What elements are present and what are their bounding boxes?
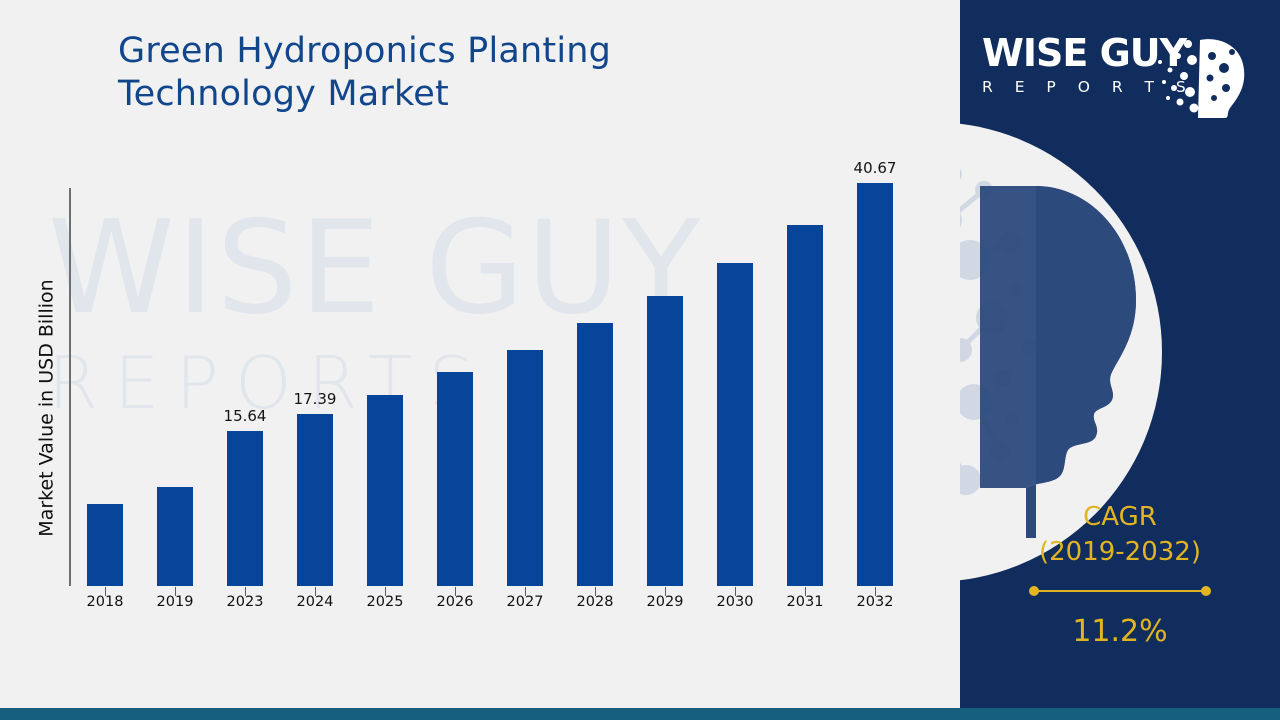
cagr-divider bbox=[1029, 586, 1211, 597]
x-axis-tick-label: 2030 bbox=[716, 594, 754, 610]
x-axis-tick bbox=[455, 587, 456, 596]
bar-slot: 17.39 bbox=[280, 150, 350, 586]
x-axis-tick bbox=[875, 587, 876, 596]
bar-slot bbox=[140, 150, 210, 586]
x-axis-tick-label: 2029 bbox=[646, 594, 684, 610]
bar-value-label: 15.64 bbox=[223, 407, 267, 425]
x-axis-tick bbox=[805, 587, 806, 596]
x-axis-tick-label: 2024 bbox=[296, 594, 334, 610]
chart-title-line-1: Green Hydroponics Planting bbox=[118, 31, 612, 71]
x-axis-tick bbox=[315, 587, 316, 596]
bar bbox=[507, 350, 543, 586]
x-axis-tick bbox=[175, 587, 176, 596]
bar bbox=[857, 183, 893, 586]
x-axis-tick bbox=[735, 587, 736, 596]
bar bbox=[157, 487, 193, 586]
logo-particle-head-icon bbox=[1158, 39, 1245, 119]
cagr-block: CAGR (2019-2032) 11.2% bbox=[960, 500, 1280, 649]
x-axis-tick-label: 2025 bbox=[366, 594, 404, 610]
x-axis-tick bbox=[525, 587, 526, 596]
x-axis-tick bbox=[665, 587, 666, 596]
cagr-title-line-1: CAGR bbox=[1083, 502, 1157, 532]
x-axis-tick-label: 2018 bbox=[86, 594, 124, 610]
bar bbox=[367, 395, 403, 586]
bar-slot bbox=[420, 150, 490, 586]
bar bbox=[297, 414, 333, 586]
bar bbox=[717, 263, 753, 586]
chart-title-line-2: Technology Market bbox=[118, 73, 449, 114]
logo-subtitle: R E P O R T S bbox=[982, 78, 1195, 96]
bar-slot bbox=[350, 150, 420, 586]
divider-dot-right bbox=[1201, 586, 1211, 597]
chart-panel: WISE GUY REPORTS Green Hydroponics Plant… bbox=[32, 30, 920, 610]
footer-strip bbox=[0, 708, 1280, 720]
chart-title: Green Hydroponics Planting Technology Ma… bbox=[118, 30, 878, 115]
x-axis-tick-label: 2028 bbox=[576, 594, 614, 610]
bar bbox=[577, 323, 613, 586]
bar bbox=[87, 504, 123, 586]
bar bbox=[787, 225, 823, 586]
y-axis-label: Market Value in USD Billion bbox=[32, 238, 62, 578]
bar bbox=[437, 372, 473, 586]
bar-slot bbox=[560, 150, 630, 586]
bar-value-label: 40.67 bbox=[853, 159, 897, 177]
divider-line bbox=[1034, 590, 1206, 593]
bar-slot: 40.67 bbox=[840, 150, 910, 586]
bar-slot bbox=[630, 150, 700, 586]
x-axis-tick bbox=[245, 587, 246, 596]
x-axis-tick-label: 2026 bbox=[436, 594, 474, 610]
bar-slot bbox=[770, 150, 840, 586]
y-axis-line bbox=[69, 188, 71, 586]
bar-slot bbox=[70, 150, 140, 586]
bar bbox=[227, 431, 263, 586]
cagr-value: 11.2% bbox=[1072, 614, 1168, 650]
head-silhouette-graphic bbox=[960, 168, 1136, 538]
bar-slot bbox=[700, 150, 770, 586]
brand-panel: WISE GUY R E P O R T S bbox=[960, 0, 1280, 708]
x-axis-tick bbox=[595, 587, 596, 596]
bar-slot bbox=[490, 150, 560, 586]
x-axis-tick-label: 2031 bbox=[786, 594, 824, 610]
y-axis-label-text: Market Value in USD Billion bbox=[36, 279, 59, 537]
wiseguy-logo: WISE GUY R E P O R T S bbox=[982, 31, 1245, 119]
x-axis-tick bbox=[385, 587, 386, 596]
bar-series: 15.64 17.39 40.67 bbox=[70, 150, 920, 586]
x-axis-tick-label: 2023 bbox=[226, 594, 264, 610]
cagr-title-line-2: (2019-2032) bbox=[1038, 537, 1201, 568]
x-axis-tick bbox=[105, 587, 106, 596]
x-axis-tick-label: 2019 bbox=[156, 594, 194, 610]
x-axis-tick-label: 2027 bbox=[506, 594, 544, 610]
x-axis-tick-label: 2032 bbox=[856, 594, 894, 610]
bar-slot: 15.64 bbox=[210, 150, 280, 586]
bar-value-label: 17.39 bbox=[293, 390, 337, 408]
logo-wordmark: WISE GUY bbox=[982, 31, 1187, 75]
bar bbox=[647, 296, 683, 586]
